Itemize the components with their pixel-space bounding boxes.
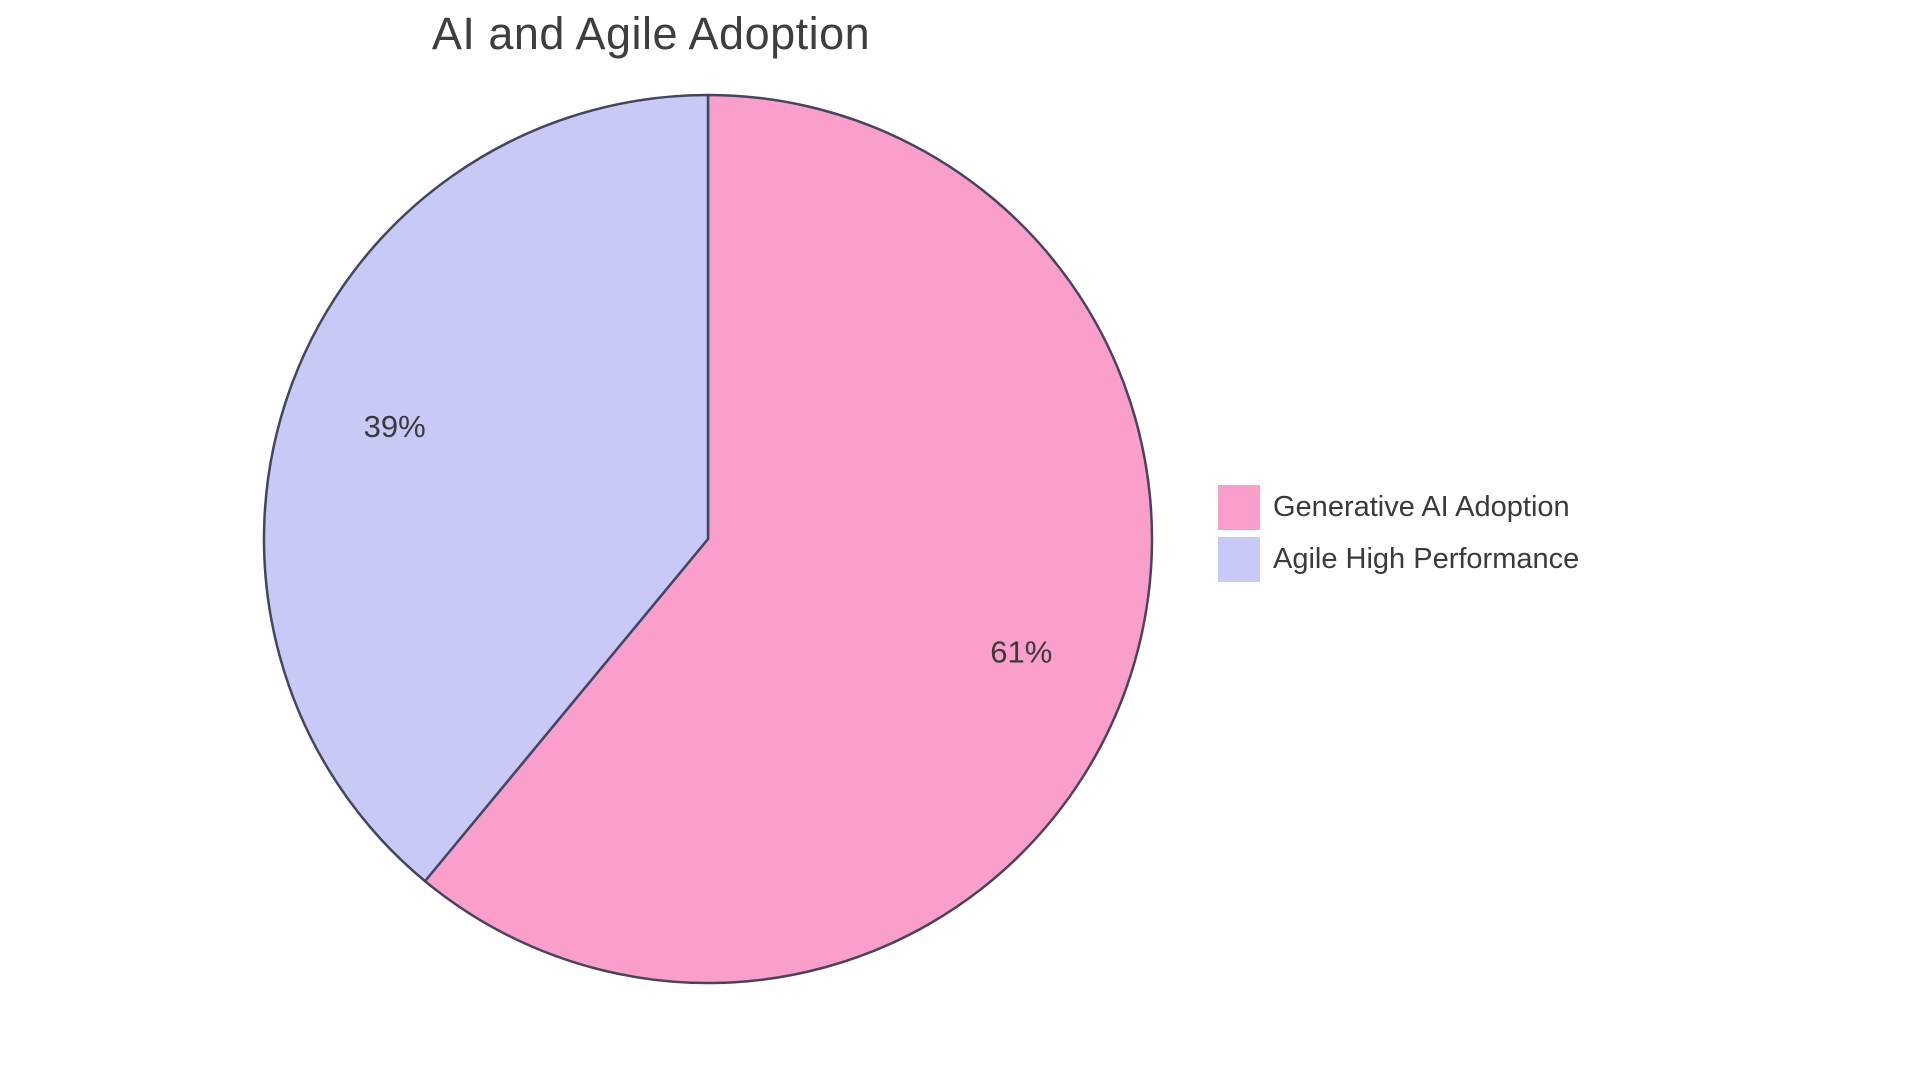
legend-swatch-generative-ai-adoption <box>1218 485 1260 530</box>
legend-item-generative-ai-adoption: Generative AI Adoption <box>1218 485 1579 530</box>
pie-slice-0 <box>423 93 1154 985</box>
legend: Generative AI Adoption Agile High Perfor… <box>1218 485 1579 589</box>
pie-value-label-1: 39% <box>364 409 426 444</box>
pie-slice-1 <box>262 93 710 883</box>
legend-item-agile-high-performance: Agile High Performance <box>1218 537 1579 582</box>
pie-value-label-0: 61% <box>990 635 1052 670</box>
chart-title: AI and Agile Adoption <box>431 8 871 59</box>
legend-label-generative-ai-adoption: Generative AI Adoption <box>1273 491 1570 523</box>
legend-swatch-agile-high-performance <box>1218 537 1260 582</box>
legend-label-agile-high-performance: Agile High Performance <box>1273 543 1580 575</box>
